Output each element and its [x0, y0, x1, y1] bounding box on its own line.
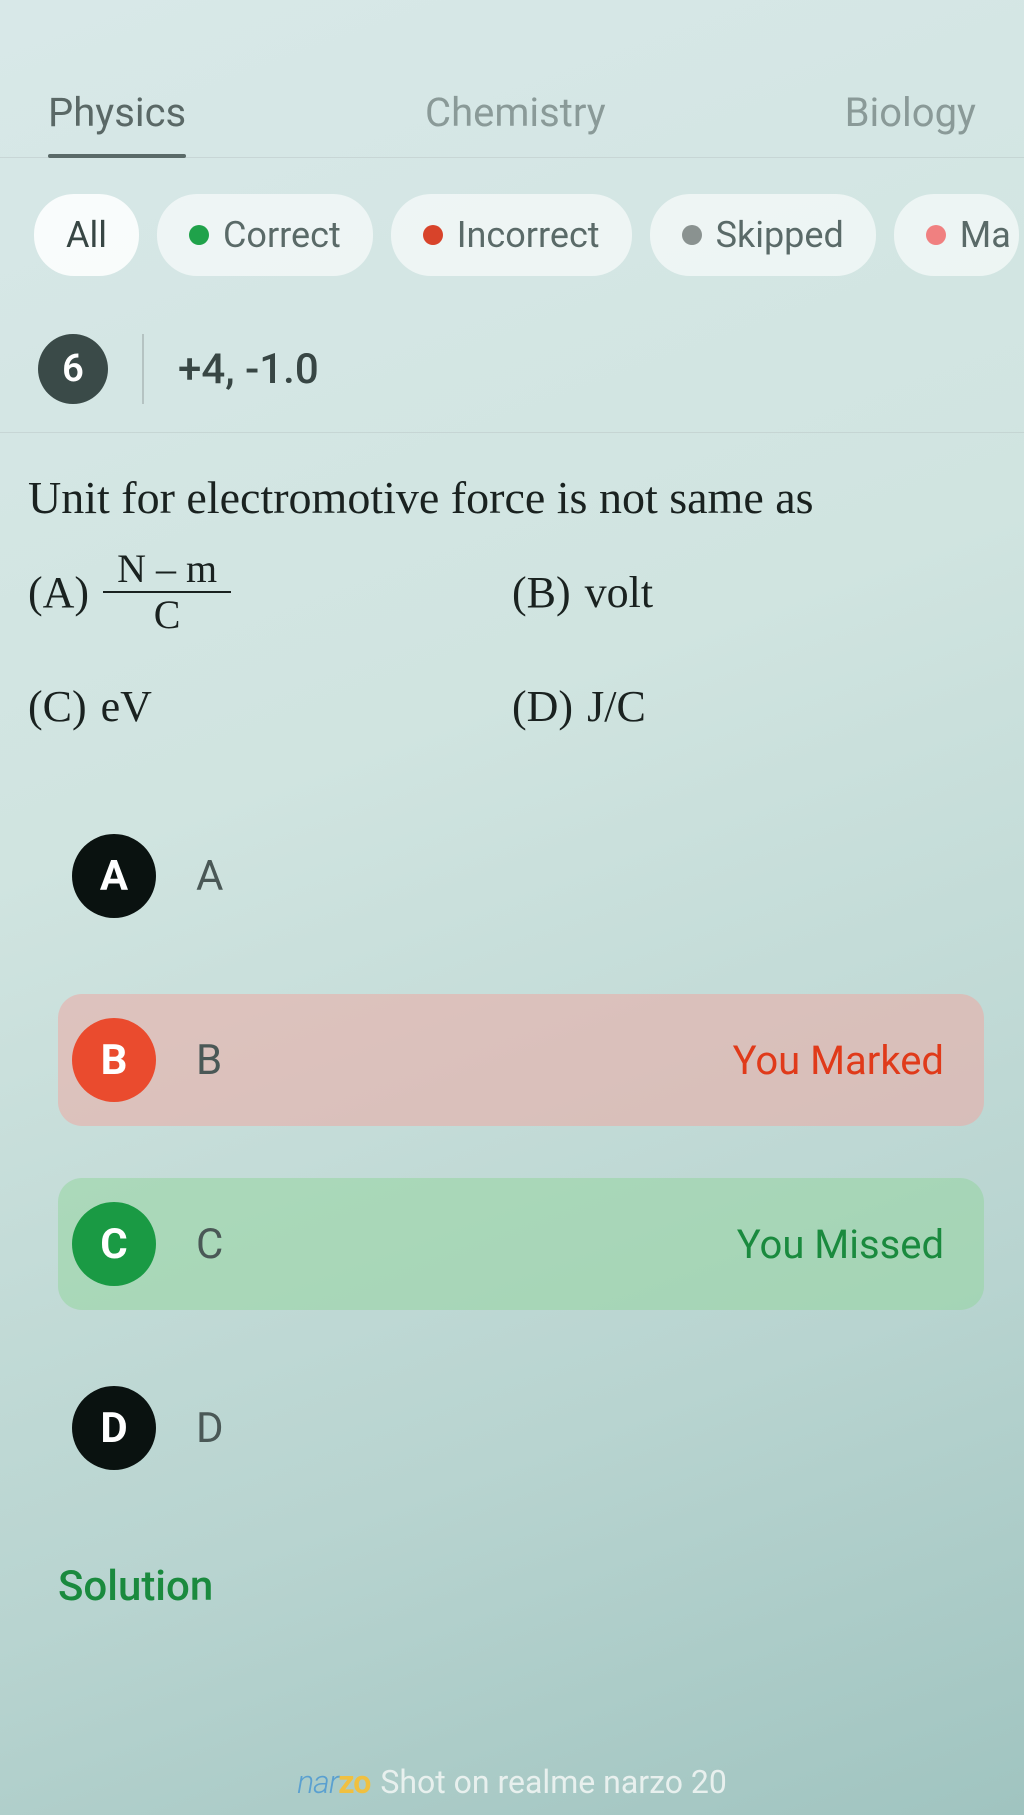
watermark-brand: narzo	[297, 1763, 370, 1801]
filter-correct-label: Correct	[223, 214, 341, 256]
dot-icon	[682, 225, 702, 245]
option-c: (C) eV	[28, 652, 512, 760]
top-spacer	[0, 0, 1024, 68]
answer-circle-b: B	[72, 1018, 156, 1102]
tab-physics[interactable]: Physics	[20, 71, 214, 154]
solution-heading[interactable]: Solution	[0, 1504, 1024, 1611]
answer-row-a[interactable]: A A	[58, 810, 984, 942]
answer-row-c[interactable]: C C You Missed	[58, 1178, 984, 1310]
watermark-text: Shot on realme narzo 20	[380, 1763, 727, 1801]
answer-circle-c: C	[72, 1202, 156, 1286]
option-d: (D) J/C	[512, 652, 996, 760]
option-d-value: J/C	[587, 681, 646, 732]
subject-tabs: Physics Chemistry Biology	[0, 68, 1024, 158]
answer-row-d[interactable]: D D	[58, 1362, 984, 1494]
tab-chemistry[interactable]: Chemistry	[397, 71, 634, 154]
filter-correct[interactable]: Correct	[157, 194, 373, 276]
question-header: 6 +4, -1.0	[0, 300, 1024, 433]
option-a-fraction: N – m C	[103, 547, 231, 637]
filter-skipped-label: Skipped	[716, 214, 844, 256]
answer-circle-d: D	[72, 1386, 156, 1470]
filter-marked[interactable]: Ma	[894, 194, 1019, 276]
filter-chips: All Correct Incorrect Skipped Ma	[0, 158, 1024, 300]
answer-list: A A B B You Marked C C You Missed D D	[0, 780, 1024, 1504]
filter-incorrect-label: Incorrect	[457, 214, 600, 256]
question-body: Unit for electromotive force is not same…	[0, 433, 1024, 780]
dot-icon	[926, 225, 946, 245]
answer-letter-c: C	[196, 1220, 223, 1269]
camera-watermark: narzo Shot on realme narzo 20	[0, 1763, 1024, 1801]
answer-letter-b: B	[196, 1036, 222, 1085]
options-grid: (A) N – m C (B) volt (C) eV (D) J/C	[28, 538, 996, 760]
fraction-denominator: C	[140, 593, 195, 637]
option-b-value: volt	[585, 567, 653, 618]
tab-biology[interactable]: Biology	[817, 71, 1004, 154]
answer-letter-a: A	[196, 852, 223, 901]
watermark-brand-pre: nar	[297, 1763, 338, 1801]
question-number-badge: 6	[38, 334, 108, 404]
fraction-numerator: N – m	[103, 547, 231, 593]
filter-incorrect[interactable]: Incorrect	[391, 194, 632, 276]
option-b-label: (B)	[512, 567, 571, 618]
option-d-label: (D)	[512, 681, 573, 732]
filter-all[interactable]: All	[34, 194, 139, 276]
watermark-brand-post: zo	[338, 1763, 370, 1801]
answer-status-c: You Missed	[737, 1221, 944, 1268]
dot-icon	[189, 225, 209, 245]
question-text: Unit for electromotive force is not same…	[28, 471, 996, 524]
option-a: (A) N – m C	[28, 538, 512, 646]
question-score: +4, -1.0	[142, 334, 319, 404]
filter-marked-label: Ma	[960, 214, 1011, 256]
answer-circle-a: A	[72, 834, 156, 918]
answer-row-b[interactable]: B B You Marked	[58, 994, 984, 1126]
filter-skipped[interactable]: Skipped	[650, 194, 876, 276]
answer-letter-d: D	[196, 1404, 224, 1453]
filter-all-label: All	[66, 214, 107, 256]
option-a-label: (A)	[28, 567, 89, 618]
dot-icon	[423, 225, 443, 245]
option-b: (B) volt	[512, 538, 996, 646]
answer-status-b: You Marked	[733, 1037, 944, 1084]
option-c-value: eV	[101, 681, 152, 732]
option-c-label: (C)	[28, 681, 87, 732]
